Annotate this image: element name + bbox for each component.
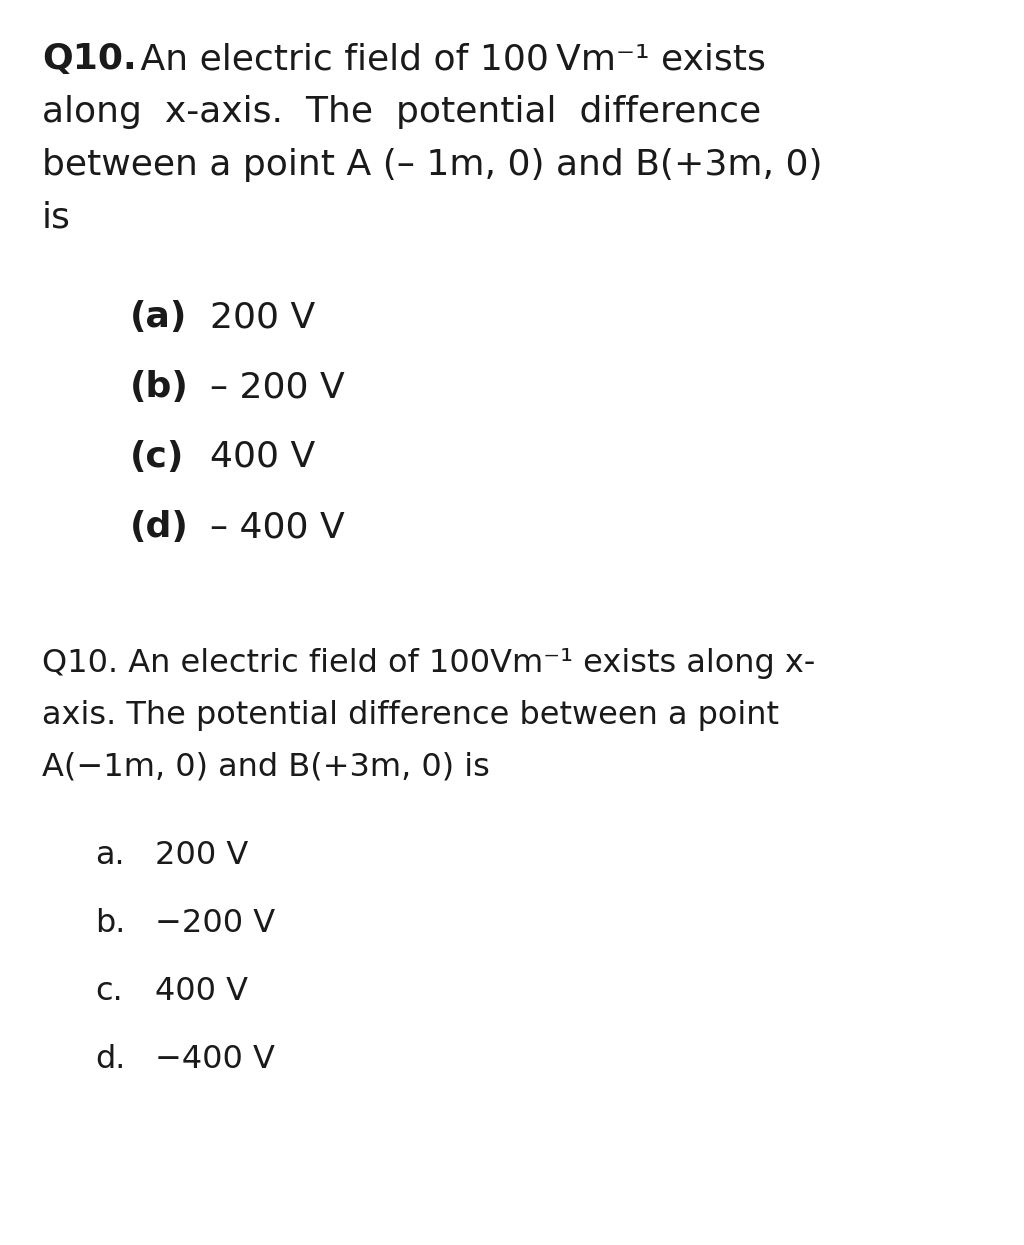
Text: 200 V: 200 V (155, 840, 248, 871)
Text: is: is (42, 200, 71, 235)
Text: An electric field of 100 Vm⁻¹ exists: An electric field of 100 Vm⁻¹ exists (129, 42, 766, 76)
Text: (c): (c) (130, 439, 184, 474)
Text: – 400 V: – 400 V (210, 510, 345, 544)
Text: 200 V: 200 V (210, 300, 315, 334)
Text: along  x-axis.  The  potential  difference: along x-axis. The potential difference (42, 95, 761, 129)
Text: – 200 V: – 200 V (210, 370, 345, 403)
Text: 400 V: 400 V (155, 976, 248, 1007)
Text: axis. The potential difference between a point: axis. The potential difference between a… (42, 700, 779, 731)
Text: b.: b. (95, 908, 125, 939)
Text: (d): (d) (130, 510, 188, 544)
Text: −200 V: −200 V (155, 908, 275, 939)
Text: between a point A (– 1m, 0) and B(+3m, 0): between a point A (– 1m, 0) and B(+3m, 0… (42, 148, 822, 182)
Text: c.: c. (95, 976, 123, 1007)
Text: A(−1m, 0) and B(+3m, 0) is: A(−1m, 0) and B(+3m, 0) is (42, 752, 489, 783)
Text: Q10.: Q10. (42, 42, 136, 76)
Text: (a): (a) (130, 300, 187, 334)
Text: (b): (b) (130, 370, 188, 403)
Text: a.: a. (95, 840, 125, 871)
Text: Q10. An electric field of 100Vm⁻¹ exists along x-: Q10. An electric field of 100Vm⁻¹ exists… (42, 647, 815, 679)
Text: −400 V: −400 V (155, 1045, 274, 1074)
Text: d.: d. (95, 1045, 125, 1074)
Text: 400 V: 400 V (210, 439, 315, 474)
